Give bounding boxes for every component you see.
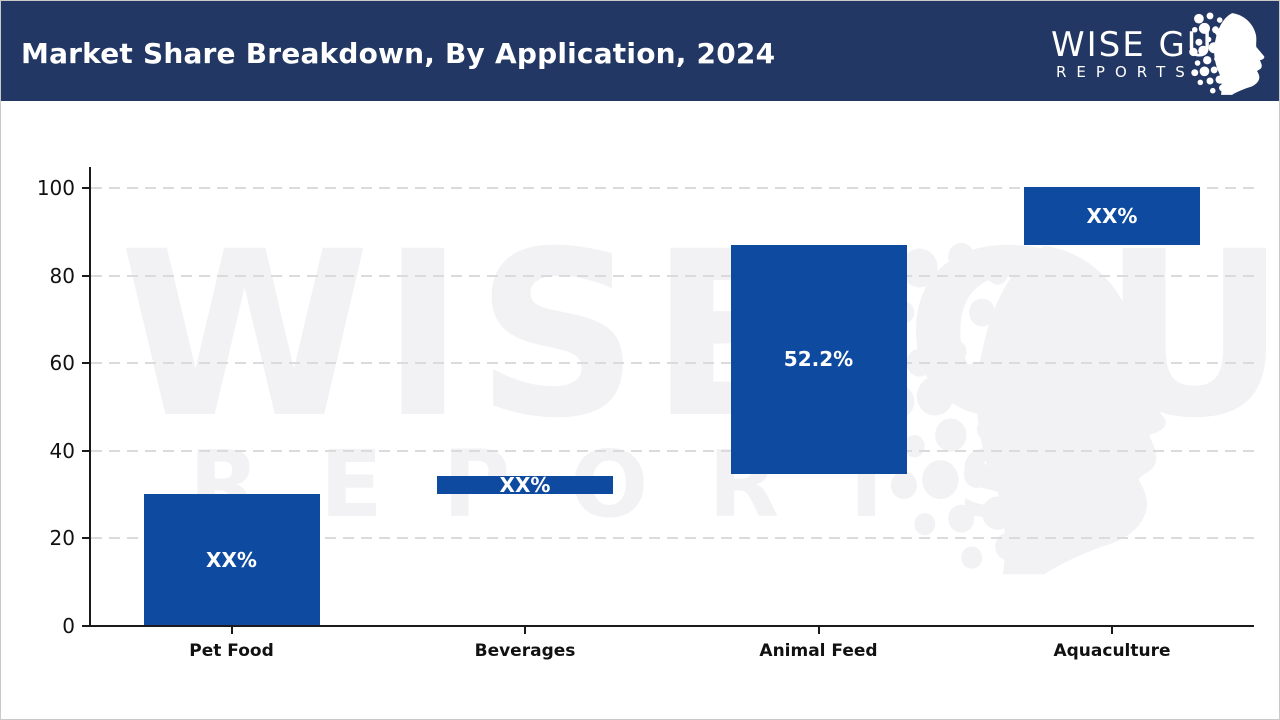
y-tick-mark [82, 187, 89, 189]
x-tick-mark [1111, 627, 1113, 634]
y-tick-mark [82, 362, 89, 365]
y-tick-label: 100 [36, 176, 75, 200]
chart-title: Market Share Breakdown, By Application, … [21, 37, 776, 70]
gridline-80 [91, 274, 1254, 277]
y-tick-label: 0 [62, 614, 75, 638]
y-tick-label: 20 [49, 526, 75, 551]
x-axis [89, 625, 1254, 627]
y-tick-mark [82, 449, 89, 452]
x-category-label-aquaculture: Aquaculture [1053, 641, 1171, 661]
gridline-20 [91, 537, 1254, 540]
bar-animal-feed [730, 244, 907, 474]
logo-head-icon [1189, 12, 1265, 95]
bar-value-label: XX% [499, 472, 551, 497]
bar-value-label: XX% [1086, 204, 1138, 229]
gridline-40 [91, 449, 1254, 452]
y-tick-label: 60 [49, 351, 75, 376]
bar-value-label: XX% [206, 548, 257, 573]
y-tick-mark [82, 274, 89, 277]
bar-beverages [437, 475, 613, 495]
y-tick-label: 80 [49, 263, 75, 288]
header: Market Share Breakdown, By Application, … [1, 1, 1279, 101]
logo-subtext: REPORTS [1056, 63, 1195, 81]
y-tick-mark [82, 625, 89, 627]
x-category-label-animal-feed: Animal Feed [759, 641, 878, 661]
bar-value-label: 52.2% [783, 347, 854, 372]
plot-area: WISE GU REPORTS 0 20 40 60 80 100 XX% XX% 52.2%… [1, 101, 1279, 719]
wiseguy-logo: WISE GUY REPORTS [1023, 1, 1273, 101]
gridline-100 [91, 187, 1254, 189]
x-category-label-beverages: Beverages [474, 641, 576, 661]
y-axis [89, 167, 91, 627]
bar-aquaculture [1024, 187, 1200, 245]
gridline-60 [91, 362, 1254, 365]
y-tick-label: 40 [49, 438, 75, 463]
bar-pet-food [143, 494, 320, 626]
x-tick-mark [230, 627, 233, 634]
x-tick-mark [817, 627, 820, 634]
y-tick-mark [82, 537, 89, 540]
x-category-label-pet-food: Pet Food [189, 641, 274, 661]
x-tick-mark [524, 627, 526, 634]
